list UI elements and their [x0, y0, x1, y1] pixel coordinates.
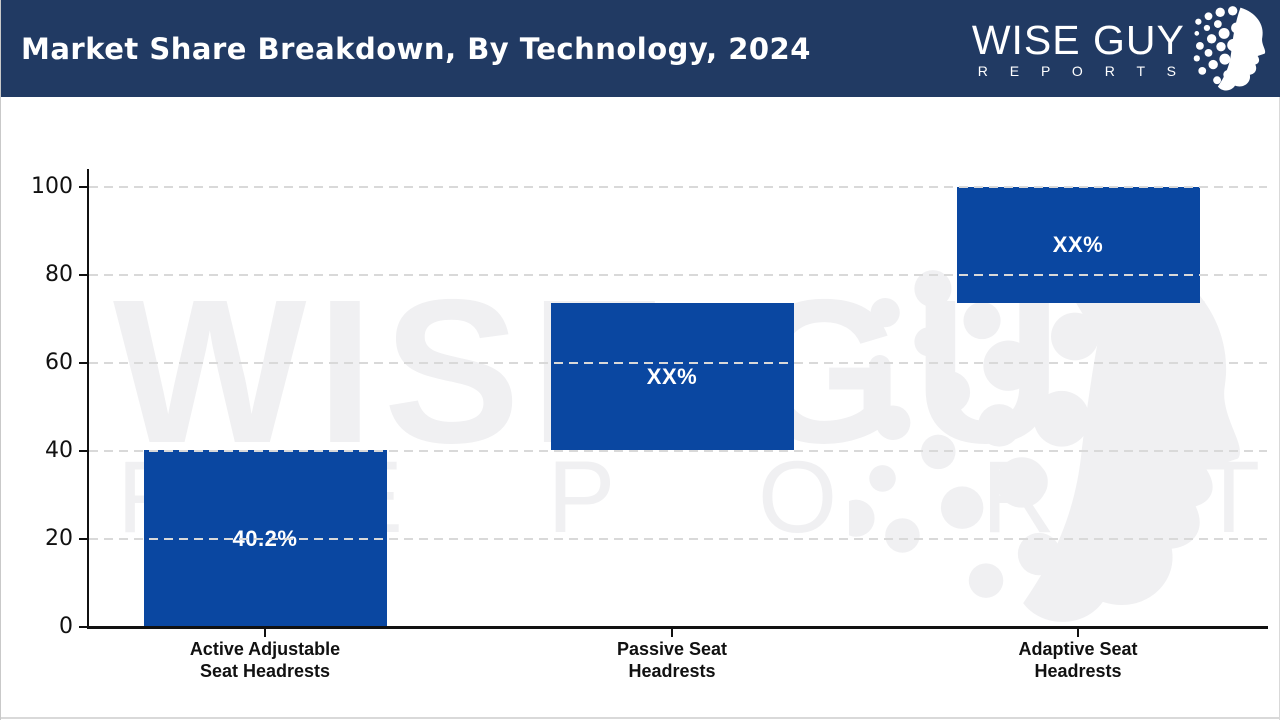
brand-sub: R E P O R T S — [977, 62, 1185, 79]
brand-logo: WISE GUY R E P O R T S — [972, 4, 1267, 94]
category-label: Active Adjustable Seat Headrests — [189, 639, 341, 681]
category-label: Adaptive Seat Headrests — [1018, 639, 1138, 681]
bar-segment: XX% — [550, 303, 794, 451]
x-tick-0 — [264, 629, 266, 637]
y-axis-line — [87, 169, 89, 628]
gridline-60 — [89, 362, 1267, 364]
header-bar: Market Share Breakdown, By Technology, 2… — [1, 0, 1280, 97]
bar-value-label: XX% — [1052, 232, 1104, 258]
y-tick-label-0: 0 — [59, 614, 73, 639]
y-tick-label-40: 40 — [45, 438, 73, 463]
y-tick-40 — [79, 450, 87, 452]
chart-title: Market Share Breakdown, By Technology, 2… — [21, 31, 811, 66]
brand-text: WISE GUY R E P O R T S — [972, 19, 1185, 79]
y-tick-label-80: 80 — [45, 262, 73, 287]
bottom-divider — [1, 717, 1280, 719]
x-tick-2 — [1077, 629, 1079, 637]
y-tick-0 — [79, 626, 87, 628]
y-tick-100 — [79, 186, 87, 188]
gridline-80 — [89, 274, 1267, 276]
gridline-20 — [89, 538, 1267, 540]
y-tick-label-100: 100 — [31, 174, 73, 199]
category-label: Passive Seat Headrests — [616, 639, 728, 681]
bar-segment: XX% — [956, 187, 1200, 304]
y-tick-label-60: 60 — [45, 350, 73, 375]
wiseguy-head-icon — [1193, 5, 1266, 90]
gridline-100 — [89, 186, 1267, 188]
bar-value-label: XX% — [646, 363, 698, 389]
gridline-40 — [89, 450, 1267, 452]
x-tick-1 — [671, 629, 673, 637]
y-tick-80 — [79, 274, 87, 276]
y-tick-20 — [79, 538, 87, 540]
y-tick-label-20: 20 — [45, 526, 73, 551]
x-axis-line — [87, 626, 1268, 629]
brand-name: WISE GUY — [971, 16, 1185, 63]
y-tick-60 — [79, 362, 87, 364]
